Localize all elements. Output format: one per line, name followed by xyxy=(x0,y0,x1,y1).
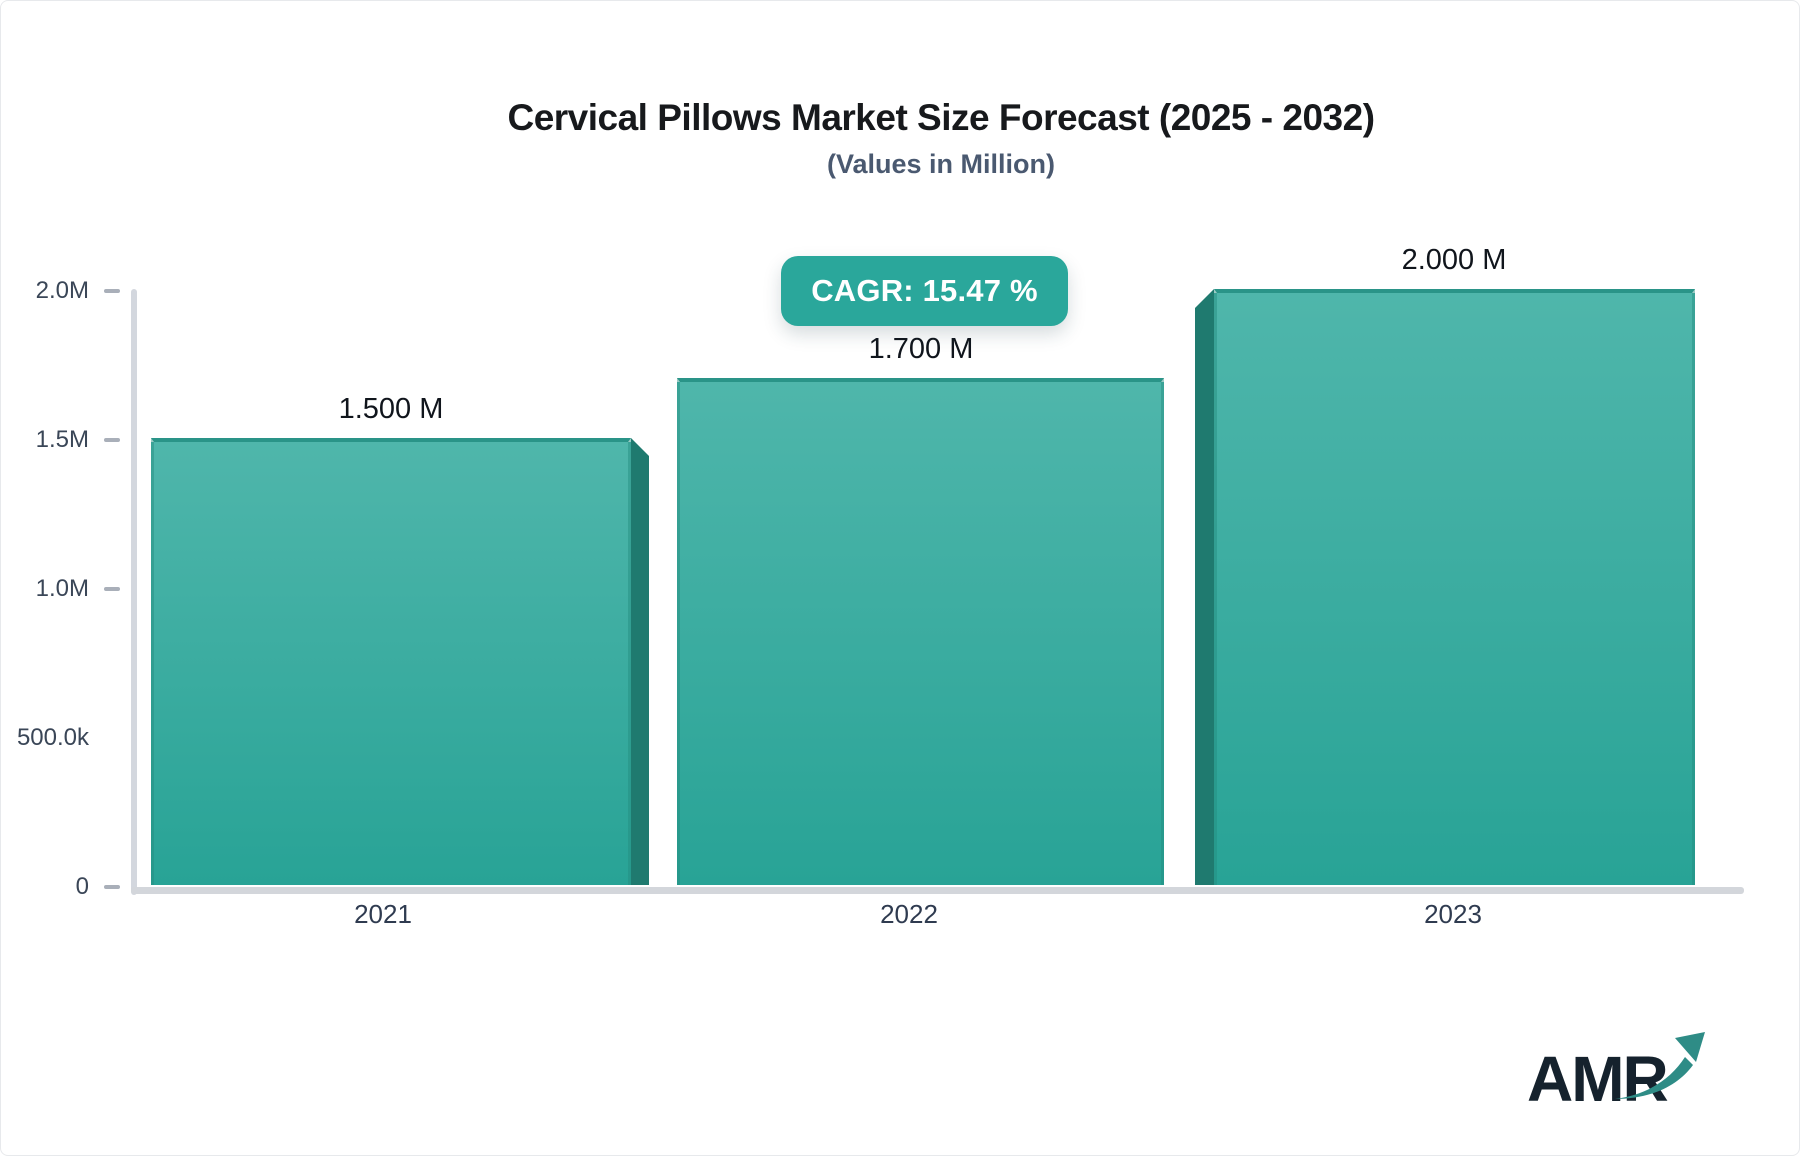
y-tick: 500.0k xyxy=(1,723,123,753)
bar-value-label: 2.000 M xyxy=(1401,244,1507,276)
x-axis-label: 2021 xyxy=(354,899,412,929)
growth-arrow-icon xyxy=(1615,1057,1693,1099)
y-tick: 1.0M xyxy=(1,574,123,604)
y-tick-label: 500.0k xyxy=(16,724,89,751)
bar-face xyxy=(151,438,631,885)
bar-face xyxy=(1214,289,1695,885)
x-axis-line xyxy=(131,887,1744,894)
bar-value-label: 1.700 M xyxy=(868,333,974,365)
y-tick-label: 0 xyxy=(75,873,89,900)
growth-arrow-head-icon xyxy=(1675,1032,1705,1062)
y-axis-line xyxy=(131,289,137,895)
chart-title: Cervical Pillows Market Size Forecast (2… xyxy=(507,97,1375,138)
y-tick-label: 1.5M xyxy=(35,426,89,453)
amr-logo: AMR xyxy=(1527,1032,1705,1115)
cagr-badge: CAGR: 15.47 % xyxy=(781,256,1068,326)
y-tick-label: 1.0M xyxy=(35,575,89,602)
bar-value-label: 1.500 M xyxy=(338,393,444,425)
y-tick-dash xyxy=(104,438,120,442)
bar-3d-side xyxy=(631,438,649,885)
y-tick-label: 2.0M xyxy=(35,277,89,304)
chart-subtitle: (Values in Million) xyxy=(826,149,1056,179)
y-tick: 2.0M xyxy=(1,276,123,306)
amr-logo-text: AMR xyxy=(1527,1043,1668,1115)
y-tick-dash xyxy=(104,289,120,293)
bar-3d-side xyxy=(1195,289,1214,885)
bar-face xyxy=(677,378,1164,885)
x-axis-label: 2022 xyxy=(880,899,938,929)
y-tick: 1.5M xyxy=(1,425,123,455)
x-axis-label: 2023 xyxy=(1424,899,1482,929)
y-tick: 0 xyxy=(1,872,123,902)
y-tick-dash xyxy=(104,885,120,889)
y-tick-dash xyxy=(104,587,120,591)
